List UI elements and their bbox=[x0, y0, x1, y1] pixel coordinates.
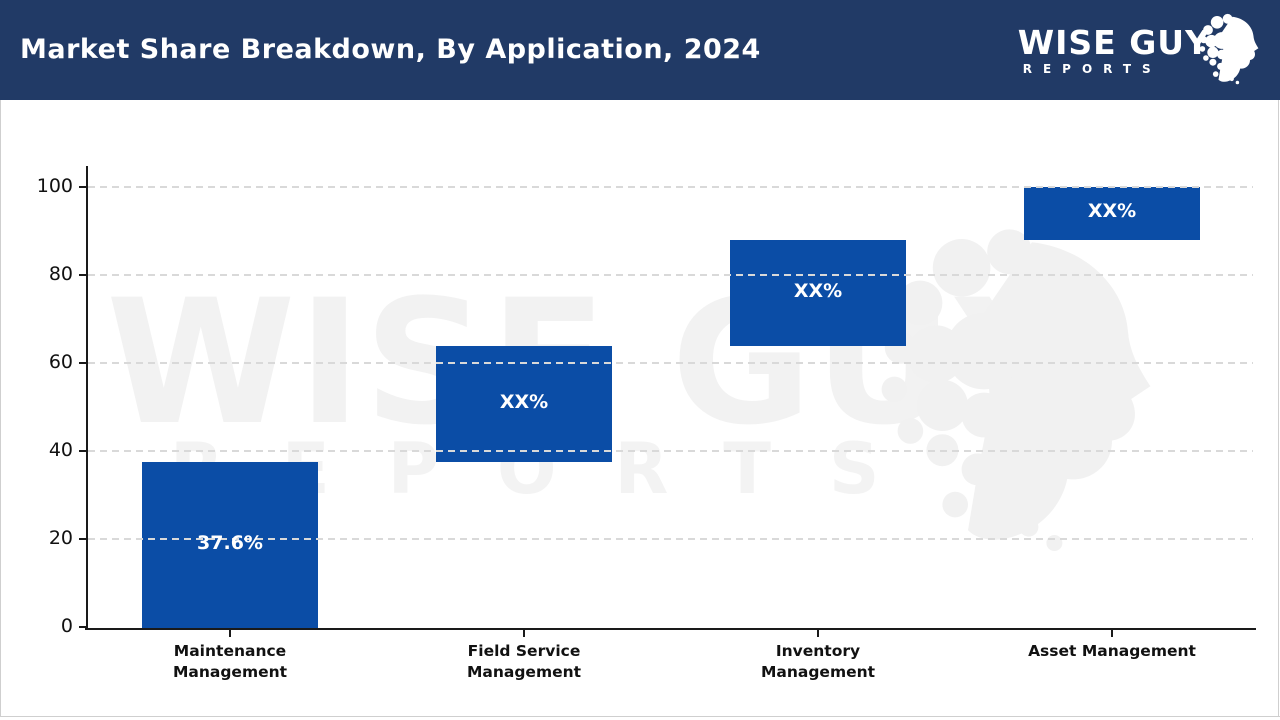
waterfall-chart: 0 20 40 60 80 100 37.6% XX% XX% XX% Maintenance Man… bbox=[0, 100, 1280, 716]
page-border-right bbox=[1278, 100, 1279, 717]
bar-label: 37.6% bbox=[197, 531, 263, 554]
header-bar: Market Share Breakdown, By Application, … bbox=[0, 0, 1280, 100]
bar-label: XX% bbox=[499, 390, 549, 413]
y-tick-mark bbox=[79, 186, 86, 188]
page-border-left bbox=[0, 100, 1, 717]
wise-guy-reports-logo: WISE GUY REPORTS bbox=[1018, 10, 1264, 92]
x-tick-mark bbox=[229, 630, 231, 637]
x-category-label: Management bbox=[172, 663, 288, 681]
gridline-y100 bbox=[88, 186, 1253, 188]
bar-2 bbox=[436, 345, 612, 462]
logo-head-icon bbox=[1194, 12, 1264, 90]
bar-1 bbox=[142, 461, 318, 628]
gridline-y20 bbox=[88, 538, 1253, 540]
y-tick-mark bbox=[79, 362, 86, 364]
logo-sub-text: REPORTS bbox=[1022, 62, 1162, 77]
x-tick-mark bbox=[523, 630, 525, 637]
bar-label: XX% bbox=[1087, 200, 1137, 223]
x-category-label: Management bbox=[466, 663, 582, 681]
gridline-y60 bbox=[88, 362, 1253, 364]
page-title: Market Share Breakdown, By Application, … bbox=[20, 34, 761, 65]
y-tick-label: 60 bbox=[48, 351, 73, 373]
page-border-bottom bbox=[0, 716, 1280, 717]
x-category-label: Management bbox=[760, 663, 876, 681]
bar-3 bbox=[730, 239, 906, 346]
y-tick-mark bbox=[79, 538, 86, 540]
y-tick-label: 80 bbox=[48, 263, 73, 285]
x-category-label: Maintenance bbox=[173, 642, 287, 660]
x-tick-mark bbox=[1111, 630, 1113, 637]
y-axis-line bbox=[86, 166, 88, 630]
bar-4 bbox=[1024, 187, 1200, 240]
x-axis-line bbox=[85, 628, 1256, 630]
y-tick-label: 20 bbox=[48, 527, 73, 549]
y-tick-label: 40 bbox=[48, 439, 73, 461]
gridline-y80 bbox=[88, 274, 1253, 276]
gridline-y40 bbox=[88, 450, 1253, 452]
logo-brand-text: WISE GUY bbox=[1017, 22, 1210, 62]
y-tick-label: 100 bbox=[36, 175, 73, 197]
x-category-label: Inventory bbox=[775, 642, 861, 660]
x-category-label: Asset Management bbox=[1028, 642, 1196, 660]
y-tick-mark bbox=[79, 450, 86, 452]
y-tick-mark bbox=[79, 274, 86, 276]
y-tick-mark bbox=[79, 626, 86, 628]
x-tick-mark bbox=[817, 630, 819, 637]
logo-text: WISE GUY REPORTS bbox=[1017, 22, 1210, 77]
bar-label: XX% bbox=[793, 279, 843, 302]
y-tick-label: 0 bbox=[60, 615, 73, 637]
x-category-label: Field Service bbox=[467, 642, 581, 660]
